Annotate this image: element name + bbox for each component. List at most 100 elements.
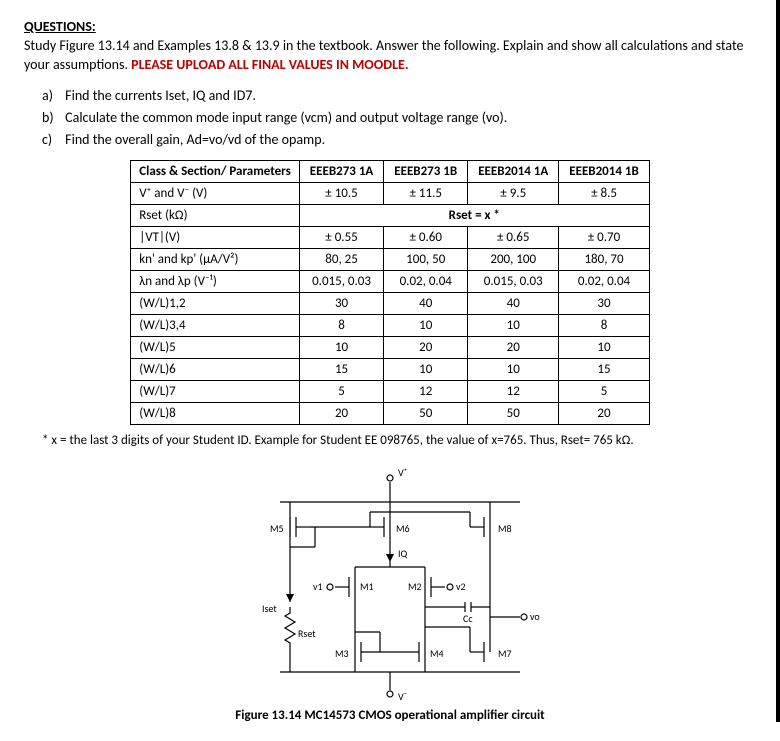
question-b-label: b)	[42, 107, 62, 128]
cell-value: ± 0.70	[559, 226, 649, 248]
footnote: * x = the last 3 digits of your Student …	[42, 433, 756, 448]
cell-value: 10	[559, 336, 649, 358]
label-iq: IQ	[398, 547, 408, 560]
cell-value: 50	[384, 402, 468, 424]
cell-value: 10	[468, 358, 559, 380]
cell-param: (W/L)7	[131, 380, 300, 402]
label-m5: M5	[270, 522, 284, 535]
label-v1: v1	[313, 580, 323, 593]
cell-value: 200, 100	[468, 248, 559, 270]
label-m8: M8	[498, 522, 512, 535]
col-c1: EEEB273 1A	[299, 160, 383, 182]
table-row: |VT|(V)± 0.55± 0.60± 0.65± 0.70	[131, 226, 650, 248]
table-row: (W/L)615101015	[131, 358, 650, 380]
cell-value: 80, 25	[299, 248, 383, 270]
cell-value: 8	[559, 314, 649, 336]
cell-value: 100, 50	[384, 248, 468, 270]
question-c-text: Find the overall gain, Ad=vo/vd of the o…	[65, 131, 325, 148]
label-m4: M4	[430, 647, 444, 660]
cell-value: 50	[468, 402, 559, 424]
cell-param: (W/L)5	[131, 336, 300, 358]
label-m1: M1	[360, 580, 374, 593]
cell-value: 0.02, 0.04	[384, 270, 468, 292]
question-list: a) Find the currents Iset, IQ and ID7. b…	[42, 85, 756, 150]
table-row: kn' and kp' (µA/V²)80, 25100, 50200, 100…	[131, 248, 650, 270]
cell-value: ± 0.60	[384, 226, 468, 248]
cell-param: (W/L)3,4	[131, 314, 300, 336]
figure-caption: Figure 13.14 MC14573 CMOS operational am…	[24, 708, 756, 723]
cell-value: 40	[468, 292, 559, 314]
table-row: λn and λp (V⁻¹)0.015, 0.030.02, 0.040.01…	[131, 270, 650, 292]
cell-value: 20	[468, 336, 559, 358]
question-a-label: a)	[42, 85, 62, 106]
cell-value: 8	[299, 314, 383, 336]
table-row: (W/L)7512125	[131, 380, 650, 402]
cell-value: 10	[468, 314, 559, 336]
question-b: b) Calculate the common mode input range…	[42, 107, 756, 128]
cell-value: ± 0.55	[299, 226, 383, 248]
table-body: V⁺ and V⁻ (V)± 10.5± 11.5± 9.5± 8.5Rset …	[131, 182, 650, 424]
cell-value: ± 10.5	[299, 182, 383, 204]
label-m3: M3	[335, 647, 349, 660]
cell-param: (W/L)1,2	[131, 292, 300, 314]
cell-value: 12	[468, 380, 559, 402]
table-row: (W/L)820505020	[131, 402, 650, 424]
question-a: a) Find the currents Iset, IQ and ID7.	[42, 85, 756, 106]
table-row: (W/L)1,230404030	[131, 292, 650, 314]
cell-span: Rset = x *	[299, 204, 649, 226]
cell-value: ± 0.65	[468, 226, 559, 248]
question-b-text: Calculate the common mode input range (v…	[65, 109, 507, 126]
cell-value: ± 8.5	[559, 182, 649, 204]
cell-value: 0.015, 0.03	[299, 270, 383, 292]
cell-value: 20	[559, 402, 649, 424]
label-rset: Rset	[298, 627, 316, 640]
cell-value: 15	[299, 358, 383, 380]
label-m6: M6	[396, 522, 410, 535]
question-a-text: Find the currents Iset, IQ and ID7.	[65, 87, 256, 104]
label-v2: v2	[456, 580, 466, 593]
cell-value: 20	[299, 402, 383, 424]
page-edge	[776, 0, 780, 722]
figure-wrap: V⁺ V⁻ M5 M6 M8	[24, 462, 756, 723]
table-header-row: Class & Section/ Parameters EEEB273 1A E…	[131, 160, 650, 182]
cell-param: V⁺ and V⁻ (V)	[131, 182, 300, 204]
col-c4: EEEB2014 1B	[559, 160, 649, 182]
col-c2: EEEB273 1B	[384, 160, 468, 182]
cell-value: 20	[384, 336, 468, 358]
cell-value: 10	[299, 336, 383, 358]
questions-heading: QUESTIONS:	[24, 18, 756, 35]
col-param: Class & Section/ Parameters	[131, 160, 300, 182]
cell-param: (W/L)6	[131, 358, 300, 380]
cell-value: 10	[384, 358, 468, 380]
cell-param: (W/L)8	[131, 402, 300, 424]
question-c: c) Find the overall gain, Ad=vo/vd of th…	[42, 129, 756, 150]
intro-part-b: PLEASE UPLOAD ALL FINAL VALUES IN MOODLE…	[131, 56, 408, 73]
cell-value: 180, 70	[559, 248, 649, 270]
cell-value: 0.02, 0.04	[559, 270, 649, 292]
cell-param: |VT|(V)	[131, 226, 300, 248]
cell-value: 10	[384, 314, 468, 336]
label-iset: Iset	[262, 602, 277, 615]
circuit-diagram: V⁺ V⁻ M5 M6 M8	[220, 462, 560, 702]
label-m7: M7	[498, 647, 512, 660]
label-vminus: V⁻	[398, 690, 407, 702]
label-cc: Cc	[463, 612, 473, 625]
cell-param: kn' and kp' (µA/V²)	[131, 248, 300, 270]
cell-value: ± 11.5	[384, 182, 468, 204]
col-c3: EEEB2014 1A	[468, 160, 559, 182]
cell-value: 12	[384, 380, 468, 402]
cell-param: Rset (kΩ)	[131, 204, 300, 226]
cell-value: 30	[299, 292, 383, 314]
cell-value: ± 9.5	[468, 182, 559, 204]
table-row: Rset (kΩ)Rset = x *	[131, 204, 650, 226]
intro-text: Study Figure 13.14 and Examples 13.8 & 1…	[24, 37, 756, 75]
cell-value: 0.015, 0.03	[468, 270, 559, 292]
cell-value: 5	[559, 380, 649, 402]
cell-value: 15	[559, 358, 649, 380]
table-row: V⁺ and V⁻ (V)± 10.5± 11.5± 9.5± 8.5	[131, 182, 650, 204]
cell-value: 5	[299, 380, 383, 402]
table-row: (W/L)3,4810108	[131, 314, 650, 336]
label-m2: M2	[408, 580, 422, 593]
question-c-label: c)	[42, 129, 62, 150]
table-row: (W/L)510202010	[131, 336, 650, 358]
